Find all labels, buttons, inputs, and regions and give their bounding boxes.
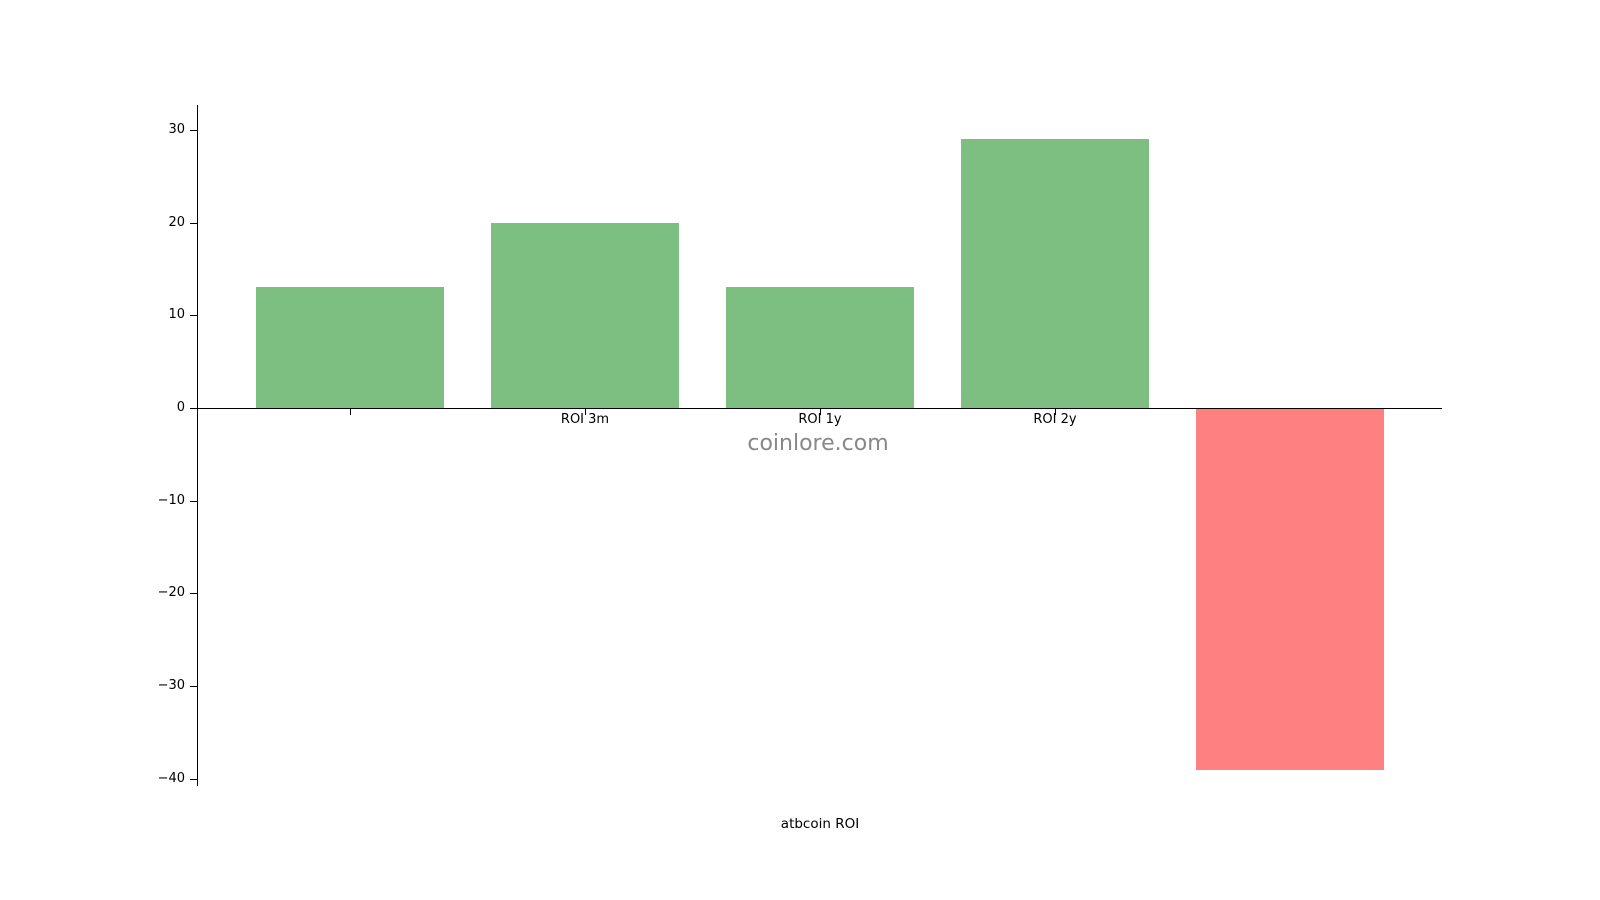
y-tick-mark [190, 223, 197, 225]
chart-title: atbcoin ROI [780, 816, 860, 832]
y-tick-label: −20 [157, 585, 185, 600]
bar-roi-3m [491, 223, 679, 408]
y-tick-label: 30 [168, 122, 185, 137]
x-axis-line [197, 408, 1442, 410]
y-tick-label: 10 [168, 307, 185, 322]
y-tick-mark [190, 593, 197, 595]
coinlore-watermark: coinlore.com [747, 431, 889, 456]
x-tick-mark [585, 408, 587, 415]
y-tick-mark [190, 501, 197, 503]
y-tick-mark [190, 130, 197, 132]
y-axis-spine [197, 105, 199, 786]
bar-category-0 [256, 287, 444, 408]
y-tick-label: −10 [157, 493, 185, 508]
x-tick-label: ROI 3m [560, 412, 610, 427]
y-tick-mark [190, 408, 197, 410]
bar-roi-1y [726, 287, 914, 408]
bar-category-4 [1196, 408, 1384, 770]
x-tick-mark [1055, 408, 1057, 415]
x-tick-mark [350, 408, 352, 415]
y-tick-mark [190, 779, 197, 781]
y-tick-label: 0 [176, 400, 185, 415]
y-tick-mark [190, 686, 197, 688]
y-tick-label: −40 [157, 771, 185, 786]
y-tick-label: −30 [157, 678, 185, 693]
x-tick-mark [820, 408, 822, 415]
y-tick-mark [190, 315, 197, 317]
y-tick-label: 20 [168, 215, 185, 230]
x-tick-label: ROI 1y [798, 412, 842, 427]
bar-roi-2y [961, 139, 1149, 408]
x-tick-label: ROI 2y [1033, 412, 1077, 427]
